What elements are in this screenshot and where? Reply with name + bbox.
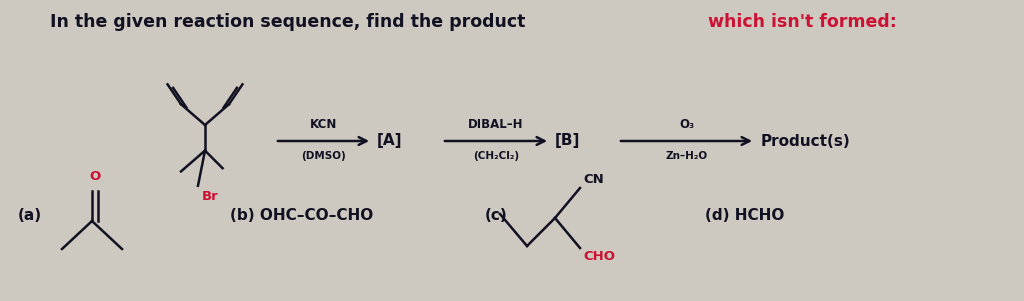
Text: (c): (c) [485,209,508,224]
Text: (CH₂Cl₂): (CH₂Cl₂) [473,151,519,161]
Text: (a): (a) [18,209,42,224]
Text: CN: CN [583,173,604,186]
Text: (d) HCHO: (d) HCHO [705,209,784,224]
Text: KCN: KCN [310,118,337,131]
Text: DIBAL–H: DIBAL–H [468,118,523,131]
Text: which isn't formed:: which isn't formed: [708,13,897,31]
Text: Zn–H₂O: Zn–H₂O [666,151,708,161]
Text: CHO: CHO [583,250,615,263]
Text: In the given reaction sequence, find the product: In the given reaction sequence, find the… [50,13,531,31]
Text: O: O [89,170,100,183]
Text: [A]: [A] [377,134,402,148]
Text: (DMSO): (DMSO) [301,151,346,161]
Text: Br: Br [202,190,219,203]
Text: Product(s): Product(s) [761,134,851,148]
Text: [B]: [B] [555,134,581,148]
Text: (b) OHC–CO–CHO: (b) OHC–CO–CHO [230,209,374,224]
Text: O₃: O₃ [679,118,694,131]
